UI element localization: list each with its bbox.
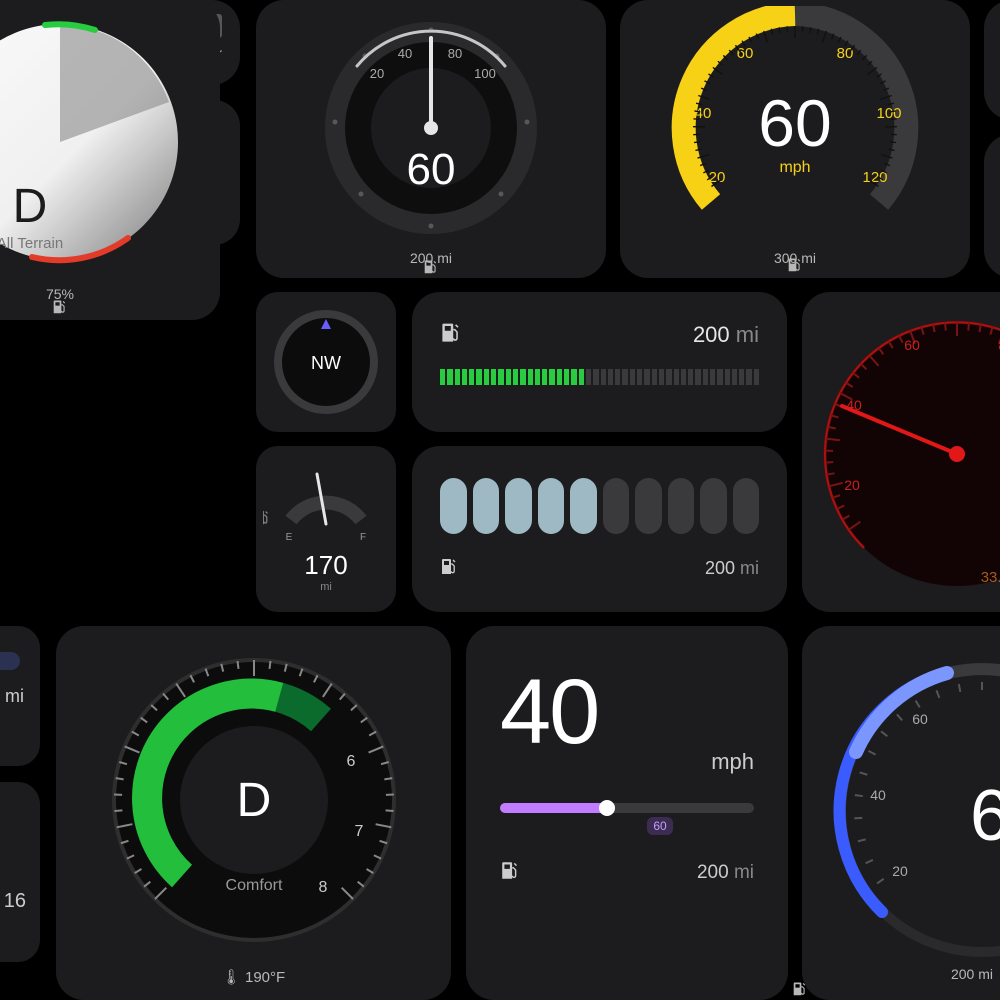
speed-bar[interactable]: 60 bbox=[500, 803, 754, 813]
fuel-icon bbox=[440, 320, 464, 349]
cruise-dot[interactable] bbox=[599, 800, 615, 816]
gear-mode: All Terrain bbox=[0, 235, 63, 252]
pills-row bbox=[440, 478, 759, 534]
mini-text: n 16 bbox=[0, 782, 40, 962]
svg-text:F: F bbox=[360, 532, 366, 543]
speed40-fuel: 200 bbox=[697, 862, 729, 883]
speed40-fuel-unit: mi bbox=[734, 862, 754, 883]
greend-temp: 🌡 190°F bbox=[56, 968, 451, 986]
mini-text-value: n 16 bbox=[0, 890, 26, 913]
svg-text:20: 20 bbox=[370, 66, 384, 81]
pills-value: 200 bbox=[705, 558, 735, 578]
gauge1-value: 60 bbox=[407, 145, 456, 194]
svg-text:60: 60 bbox=[912, 711, 928, 727]
svg-text:E: E bbox=[286, 532, 293, 543]
svg-text:100: 100 bbox=[876, 105, 901, 122]
blue60-value: 60 bbox=[970, 776, 1000, 856]
svg-text:80: 80 bbox=[837, 45, 854, 62]
segment-bar bbox=[440, 369, 759, 385]
svg-text:8: 8 bbox=[318, 879, 327, 896]
gauge2-unit: mph bbox=[779, 159, 810, 176]
svg-text:40: 40 bbox=[870, 787, 886, 803]
gauge-blue: 20 40 60 80 100 60 mph 200 mi bbox=[802, 626, 1000, 1000]
svg-text:7: 7 bbox=[354, 823, 363, 840]
compass-small-dir: NW bbox=[311, 353, 341, 373]
range-unit: mi bbox=[736, 322, 759, 347]
svg-text:60: 60 bbox=[737, 45, 754, 62]
blue60-range: 200 mi bbox=[951, 966, 993, 982]
svg-text:6: 6 bbox=[346, 753, 355, 770]
gauge-yellow: 20 40 60 80 100 120 60 mph 300 mi bbox=[620, 0, 970, 278]
mini-range-unit: mi bbox=[0, 686, 24, 707]
svg-text:20: 20 bbox=[892, 863, 908, 879]
pills-unit: mi bbox=[740, 558, 759, 578]
gauge2-value: 60 bbox=[758, 86, 831, 160]
range-value: 200 bbox=[693, 322, 730, 347]
fuel-small: E F 170 mi bbox=[256, 446, 396, 612]
svg-text:60: 60 bbox=[904, 337, 920, 353]
fuel-value: 170 bbox=[304, 550, 347, 580]
gauge-green-gear: 1 2 3 4 5 6 7 8 D Comfort 🌡 190°F bbox=[56, 626, 451, 1000]
partial-card-tr bbox=[984, 0, 1000, 120]
cruise-badge: 60 bbox=[647, 817, 672, 835]
compass-small: NW bbox=[256, 292, 396, 432]
fuel-icon bbox=[500, 859, 522, 886]
svg-text:20: 20 bbox=[844, 477, 860, 493]
svg-text:80: 80 bbox=[448, 46, 462, 61]
gauge-dark: 20 40 80 100 60 200 mi bbox=[256, 0, 606, 278]
range-bar: 200 mi bbox=[412, 292, 787, 432]
gear-dial: D All Terrain 75% bbox=[0, 0, 220, 320]
greend-mode: Comfort bbox=[225, 877, 282, 894]
battery-pills: 200 mi bbox=[412, 446, 787, 612]
greend-gear: D bbox=[236, 774, 271, 827]
svg-text:100: 100 bbox=[474, 66, 496, 81]
red-mpg: 33.5 mpg bbox=[981, 569, 1000, 586]
mini-range: mi bbox=[0, 626, 40, 766]
fuel-icon bbox=[440, 556, 460, 580]
gear-letter: D bbox=[13, 180, 48, 233]
gauge-red: 20 40 60 80 100 50 mi 33.5 mpg bbox=[802, 292, 1000, 612]
fuel-unit: mi bbox=[320, 581, 332, 593]
speed-40: 40 mph 60 200 mi bbox=[466, 626, 788, 1000]
partial-card-tr2 bbox=[984, 134, 1000, 278]
svg-text:40: 40 bbox=[398, 46, 412, 61]
